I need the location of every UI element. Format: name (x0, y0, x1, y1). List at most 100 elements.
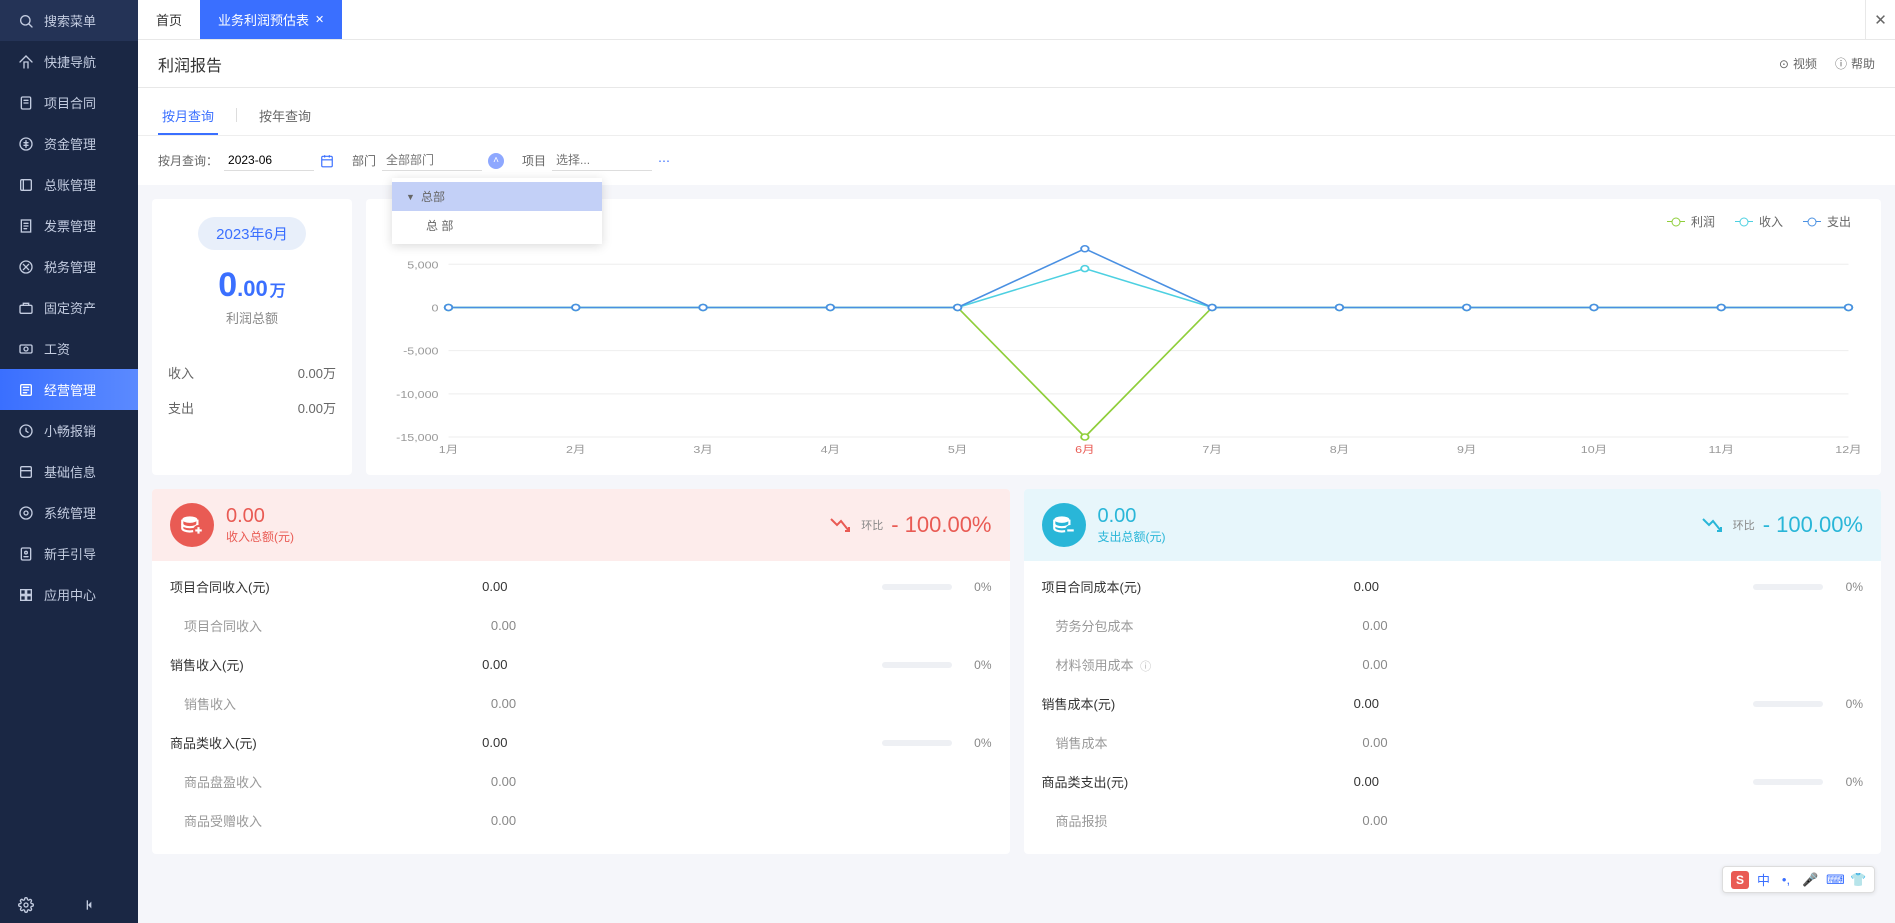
collapse-icon[interactable] (84, 897, 100, 913)
legend-marker-icon (1667, 218, 1685, 226)
chart-legend: 利润 收入 支出 (1667, 213, 1851, 230)
more-icon[interactable]: ⋯ (658, 154, 670, 168)
dropdown-item[interactable]: 总 部 (392, 211, 602, 240)
tabbar-close-icon[interactable]: ✕ (1865, 0, 1895, 40)
row-label: 销售成本 (1056, 733, 1363, 752)
legend-marker-icon (1735, 218, 1753, 226)
sidebar-item-label: 经营管理 (44, 380, 96, 399)
chevron-up-icon[interactable]: ˄ (488, 153, 504, 169)
row-value: 0.00 (482, 657, 663, 672)
sidebar-item-label: 系统管理 (44, 503, 96, 522)
svg-text:10月: 10月 (1581, 445, 1607, 456)
sidebar-item-search[interactable]: 搜索菜单 (0, 0, 138, 41)
row-value: 0.00 (491, 813, 669, 828)
row-pct: 0% (1833, 697, 1863, 711)
tab-label: 首页 (156, 10, 182, 29)
subtab[interactable]: 按年查询 (255, 100, 315, 135)
expense-hb-pct: - 100.00% (1763, 512, 1863, 538)
sidebar-item-label: 资金管理 (44, 134, 96, 153)
summary-row-label: 支出 (168, 398, 194, 417)
help-button[interactable]: ⓘ帮助 (1835, 55, 1875, 72)
sidebar-item-system[interactable]: 系统管理 (0, 492, 138, 533)
legend-marker-icon (1803, 218, 1821, 226)
invoice-icon (18, 218, 34, 234)
sidebar-item-tax[interactable]: 税务管理 (0, 246, 138, 287)
ime-logo-icon[interactable]: S (1731, 871, 1749, 889)
sidebar-item-info[interactable]: 基础信息 (0, 451, 138, 492)
profit-total-label: 利润总额 (168, 308, 336, 327)
subtab[interactable]: 按月查询 (158, 100, 218, 135)
sidebar-item-asset[interactable]: 固定资产 (0, 287, 138, 328)
subtab-bar: 按月查询 按年查询 (138, 88, 1895, 135)
ime-skin-icon[interactable]: 👕 (1850, 872, 1866, 888)
row-value: 0.00 (482, 735, 663, 750)
calendar-icon[interactable] (320, 154, 334, 168)
tab-close-icon[interactable]: ✕ (315, 13, 324, 26)
settings-icon[interactable] (18, 897, 34, 913)
ime-lang[interactable]: 中 (1757, 870, 1770, 889)
ime-kbd-icon[interactable]: ⌨ (1826, 872, 1842, 888)
profit-total-dec: .00 (237, 276, 268, 301)
video-button[interactable]: ⊙视频 (1779, 55, 1817, 72)
income-amount: 0.00 (226, 505, 294, 528)
svg-text:-15,000: -15,000 (396, 433, 438, 444)
svg-text:11月: 11月 (1709, 445, 1734, 456)
sidebar-item-label: 快捷导航 (44, 52, 96, 71)
month-input[interactable] (224, 150, 314, 171)
ime-toolbar: S 中 •, 🎤 ⌨ 👕 (1722, 866, 1875, 893)
row-pct: 0% (1833, 580, 1863, 594)
tab[interactable]: 首页 (138, 0, 200, 39)
summary-row: 支出0.00万 (168, 390, 336, 425)
income-hb-pct: - 100.00% (891, 512, 991, 538)
sidebar-item-expense[interactable]: 小畅报销 (0, 410, 138, 451)
sidebar-item-money[interactable]: 资金管理 (0, 123, 138, 164)
info-icon[interactable]: ⓘ (1140, 661, 1151, 673)
sidebar-item-biz[interactable]: 经营管理 (0, 369, 138, 410)
legend-item[interactable]: 收入 (1735, 213, 1783, 230)
data-row: 商品盘盈收入0.00 (170, 762, 992, 801)
row-value: 0.00 (1362, 618, 1540, 633)
trend-down-icon (1701, 515, 1725, 535)
project-input[interactable] (552, 150, 652, 171)
svg-text:1月: 1月 (439, 445, 458, 456)
expense-panel: 0.00 支出总额(元) 环比 - 100.00% (1024, 489, 1882, 854)
legend-item[interactable]: 利润 (1667, 213, 1715, 230)
line-chart: -15,000-10,000-5,00005,0001月2月3月4月5月6月7月… (386, 217, 1861, 457)
sidebar-item-guide[interactable]: 新手引导 (0, 533, 138, 574)
dropdown-item[interactable]: ▼总部 (392, 182, 602, 211)
sidebar-item-home[interactable]: 快捷导航 (0, 41, 138, 82)
tab[interactable]: 业务利润预估表 ✕ (200, 0, 342, 39)
sidebar-item-label: 项目合同 (44, 93, 96, 112)
ime-punct-icon[interactable]: •, (1778, 872, 1794, 887)
row-value: 0.00 (491, 696, 669, 711)
row-label: 销售成本(元) (1042, 694, 1354, 713)
sidebar-item-doc[interactable]: 项目合同 (0, 82, 138, 123)
data-row: 销售成本(元)0.000% (1042, 684, 1864, 723)
row-label: 商品盘盈收入 (184, 772, 491, 791)
row-label: 项目合同成本(元) (1042, 577, 1354, 596)
row-label: 商品受赠收入 (184, 811, 491, 830)
biz-icon (18, 382, 34, 398)
dept-input[interactable] (382, 150, 482, 171)
ime-mic-icon[interactable]: 🎤 (1802, 872, 1818, 888)
system-icon (18, 505, 34, 521)
sidebar-item-label: 税务管理 (44, 257, 96, 276)
doc-icon (18, 95, 34, 111)
sidebar-item-invoice[interactable]: 发票管理 (0, 205, 138, 246)
sidebar-item-apps[interactable]: 应用中心 (0, 574, 138, 615)
sidebar-item-label: 搜索菜单 (44, 11, 96, 30)
sidebar-item-ledger[interactable]: 总账管理 (0, 164, 138, 205)
legend-item[interactable]: 支出 (1803, 213, 1851, 230)
row-label: 商品类收入(元) (170, 733, 482, 752)
home-icon (18, 54, 34, 70)
data-row: 商品类收入(元)0.000% (170, 723, 992, 762)
sidebar-item-salary[interactable]: 工资 (0, 328, 138, 369)
triangle-down-icon: ▼ (406, 192, 415, 202)
profit-total-unit: 万 (270, 283, 286, 300)
filter-dept: 部门 ˄ ▼总部总 部 (352, 150, 504, 171)
progress-bar (882, 662, 952, 668)
tab-label: 业务利润预估表 (218, 10, 309, 29)
data-row: 劳务分包成本0.00 (1042, 606, 1864, 645)
income-icon (170, 503, 214, 547)
progress-bar (1753, 584, 1823, 590)
